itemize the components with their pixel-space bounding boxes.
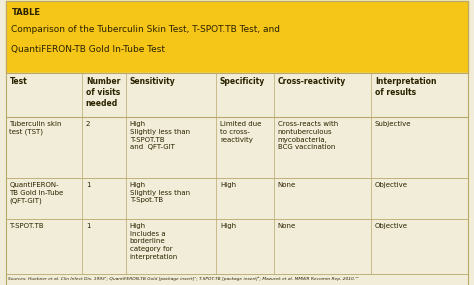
Text: High: High — [220, 223, 236, 229]
Text: High
Slightly less than
T-Spot.TB: High Slightly less than T-Spot.TB — [130, 182, 190, 203]
Text: Comparison of the Tuberculin Skin Test, T-SPOT.TB Test, and: Comparison of the Tuberculin Skin Test, … — [11, 25, 281, 34]
Text: Sensitivity: Sensitivity — [130, 77, 175, 86]
Text: None: None — [278, 182, 296, 188]
Text: Limited due
to cross-
reactivity: Limited due to cross- reactivity — [220, 121, 261, 142]
Bar — [6, 178, 468, 219]
Text: High
Includes a
borderline
category for
interpretation: High Includes a borderline category for … — [130, 223, 178, 260]
Text: High
Slightly less than
T-SPOT.TB
and  QFT-GIT: High Slightly less than T-SPOT.TB and QF… — [130, 121, 190, 150]
Text: T-SPOT.TB: T-SPOT.TB — [9, 223, 44, 229]
Text: Number
of visits
needed: Number of visits needed — [86, 77, 120, 108]
Text: 2: 2 — [86, 121, 90, 127]
Bar — [6, 1, 468, 73]
Text: Sources: Huebner et al. Clin Infect Dis. 1993¹; QuantiFERON-TB Gold [package ins: Sources: Huebner et al. Clin Infect Dis.… — [8, 276, 359, 280]
Text: Tuberculin skin
test (TST): Tuberculin skin test (TST) — [9, 121, 62, 135]
Bar — [6, 117, 468, 178]
Text: Objective: Objective — [375, 182, 408, 188]
Text: Specificity: Specificity — [220, 77, 265, 86]
Bar — [6, 219, 468, 274]
Text: QuantiFERON-TB Gold In-Tube Test: QuantiFERON-TB Gold In-Tube Test — [11, 45, 165, 54]
Text: Objective: Objective — [375, 223, 408, 229]
Text: 1: 1 — [86, 182, 91, 188]
Text: Cross-reacts with
nontuberculous
mycobacteria,
BCG vaccination: Cross-reacts with nontuberculous mycobac… — [278, 121, 338, 150]
Text: Cross-reactivity: Cross-reactivity — [278, 77, 346, 86]
Text: Interpretation
of results: Interpretation of results — [375, 77, 437, 97]
Bar — [6, 73, 468, 117]
Text: 1: 1 — [86, 223, 91, 229]
Text: High: High — [220, 182, 236, 188]
Text: Subjective: Subjective — [375, 121, 411, 127]
Text: TABLE: TABLE — [11, 8, 40, 17]
Text: Test: Test — [9, 77, 27, 86]
Text: None: None — [278, 223, 296, 229]
Bar — [6, 274, 468, 284]
Text: QuantiFERON-
TB Gold In-Tube
(QFT-GIT): QuantiFERON- TB Gold In-Tube (QFT-GIT) — [9, 182, 64, 204]
